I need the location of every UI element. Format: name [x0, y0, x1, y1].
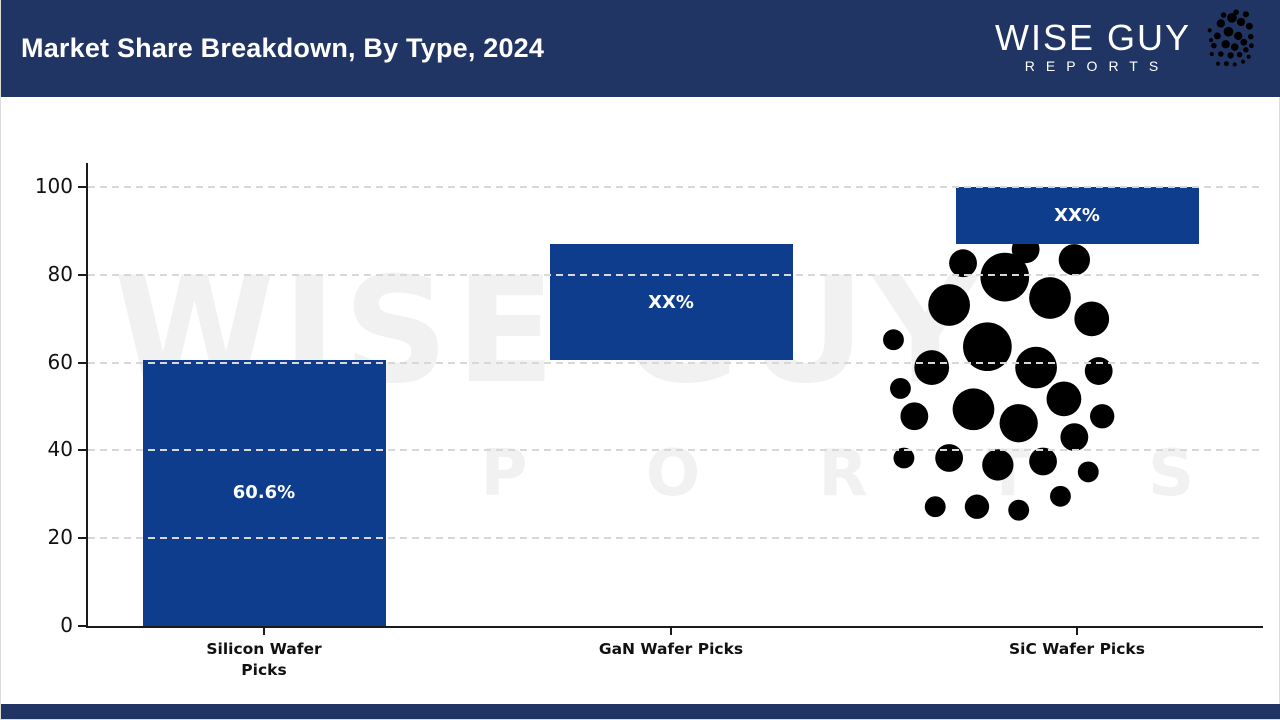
bar-value-label: XX%	[1054, 205, 1100, 227]
x-tick-mark	[670, 628, 672, 635]
y-tick-mark	[78, 537, 86, 540]
y-tick-label: 0	[60, 613, 73, 637]
x-tick-mark	[263, 628, 265, 635]
y-tick-label: 60	[47, 349, 73, 374]
watermark-head-icon	[883, 231, 1158, 601]
logo-line2: REPORTS	[1024, 58, 1170, 75]
y-tick-label: 100	[34, 174, 73, 198]
x-tick-label: GaN Wafer Picks	[598, 640, 744, 658]
y-tick-label: 20	[47, 525, 73, 550]
y-tick-mark	[78, 361, 86, 364]
wiseguy-logo: WISE GUY REPORTS	[995, 6, 1269, 86]
x-tick-label: SiC Wafer Picks	[1009, 640, 1145, 658]
bar-value-label: 60.6%	[232, 482, 296, 504]
footer-bar	[1, 704, 1280, 719]
x-tick-label: Silicon Wafer Picks	[206, 640, 322, 679]
y-tick-mark	[78, 449, 86, 452]
gridline	[88, 186, 1263, 188]
logo-line1: WISE GUY	[994, 16, 1191, 58]
y-tick-label: 40	[47, 437, 73, 462]
bar-value-label: XX%	[648, 291, 694, 313]
y-axis	[86, 163, 88, 628]
y-tick-mark	[78, 186, 86, 188]
gridline	[88, 273, 1263, 276]
page-title: Market Share Breakdown, By Type, 2024	[21, 33, 545, 63]
x-axis	[86, 626, 1263, 628]
gridline	[88, 361, 1263, 364]
logo-wordmark: WISE GUY REPORTS	[995, 18, 1191, 75]
gridline	[88, 537, 1263, 540]
wiseguy-head-icon	[1207, 8, 1263, 83]
bar-gan-wafer-picks	[549, 244, 793, 360]
bar-silicon-wafer-picks	[142, 359, 386, 626]
y-tick-mark	[78, 625, 86, 627]
y-tick-label: 80	[47, 261, 73, 286]
gridline	[88, 449, 1263, 452]
x-tick-mark	[1076, 628, 1078, 635]
header-bar: Market Share Breakdown, By Type, 2024 WI…	[1, 0, 1280, 97]
y-tick-mark	[78, 273, 86, 276]
